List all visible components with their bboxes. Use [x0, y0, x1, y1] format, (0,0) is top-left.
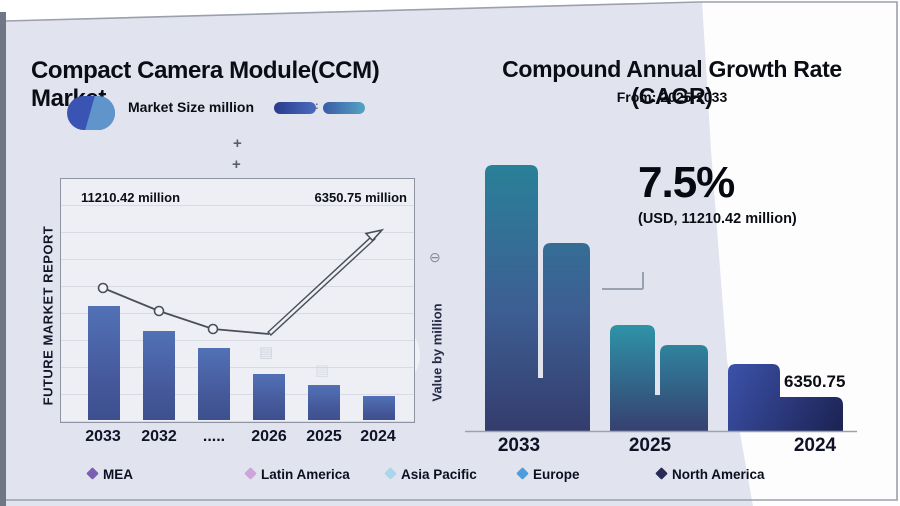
- bar-value-label: 6350.75: [784, 372, 846, 391]
- ratio-pill-teal-icon: [323, 102, 365, 114]
- ratio-separator: :: [315, 100, 319, 112]
- ghost-clipboard-icon: ▤: [259, 344, 274, 361]
- ratio-pill-dark-icon: [274, 102, 316, 114]
- ghost-clipboard-icon: ▤: [315, 362, 330, 379]
- market-size-bar: [88, 306, 120, 420]
- plus-decoration-icon: +: [232, 156, 241, 173]
- legend-label-mea: MEA: [103, 467, 133, 482]
- brand-logo-icon: [67, 96, 115, 130]
- market-size-bar: [253, 374, 285, 420]
- left-bars: [61, 179, 414, 422]
- cagr-bar-chart: [465, 165, 857, 433]
- r-x-label-2033: 2033: [497, 435, 541, 456]
- r-x-label-2024: 2024: [793, 435, 837, 456]
- market-size-bar: [363, 396, 395, 420]
- corner-bracket-icon: [642, 272, 644, 289]
- annotation-2024-value: 6350.75 million: [314, 190, 408, 205]
- legend-label-north-america: North America: [672, 467, 765, 482]
- x-label-2032: 2032: [141, 428, 177, 445]
- x-label-2025: 2025: [306, 428, 342, 445]
- arrowhead-icon: [364, 228, 385, 242]
- legend-label-europe: Europe: [533, 467, 580, 482]
- minus-circle-icon: ⊖: [429, 249, 441, 265]
- bar-group-2025: [610, 325, 708, 431]
- market-size-legend-label: Market Size million: [128, 99, 255, 115]
- bar-group-2033: [485, 165, 590, 431]
- x-label-2024: 2024: [360, 428, 396, 445]
- cagr-title: Compound Annual Growth Rate (CAGR): [502, 56, 842, 109]
- cagr-subtitle: From: 2025-2033: [616, 89, 728, 105]
- bar-group-2024: [728, 364, 843, 431]
- market-size-chart: 11210.42 million 6350.75 million ▤ ▤: [60, 178, 415, 423]
- r-x-label-2025: 2025: [628, 435, 672, 456]
- market-size-bar: [143, 331, 175, 420]
- market-size-bar: [308, 385, 340, 420]
- legend-label-latin-america: Latin America: [261, 467, 350, 482]
- cagr-value: 7.5%: [638, 158, 735, 207]
- logo-facet: [85, 96, 115, 130]
- legend-label-asia-pacific: Asia Pacific: [401, 467, 477, 482]
- plus-decoration-icon: +: [233, 135, 242, 152]
- annotation-2033-value: 11210.42 million: [81, 190, 181, 205]
- watermark-vertical-text: FUTURE MARKET REPORT: [40, 225, 56, 406]
- x-label-2026: 2026: [251, 428, 287, 445]
- corner-bracket-icon: [602, 288, 643, 290]
- trend-line-overlay: [97, 228, 385, 337]
- market-size-bar: [198, 348, 230, 420]
- cagr-detail: (USD, 11210.42 million): [638, 211, 797, 227]
- x-label-dots: .....: [202, 428, 226, 445]
- y-axis-label: Value by million: [429, 303, 445, 402]
- x-label-2033: 2033: [85, 428, 121, 445]
